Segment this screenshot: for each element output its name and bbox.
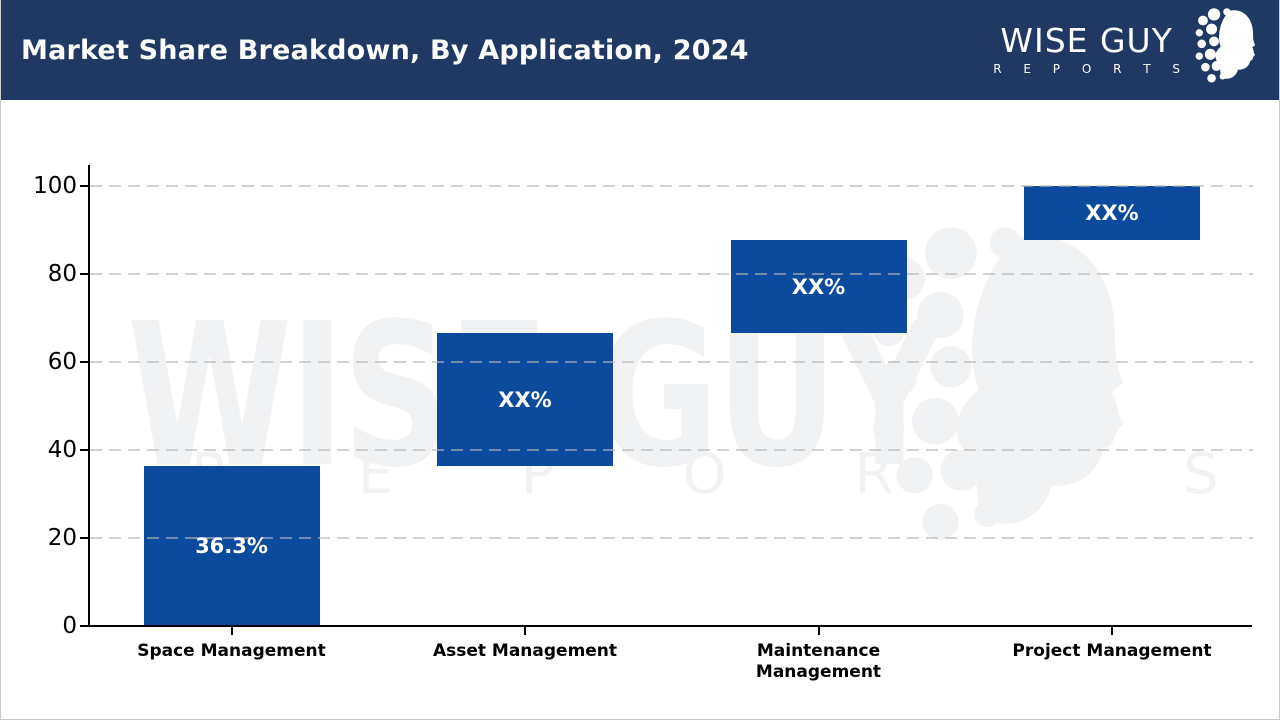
bar-value-label-3: XX% [1085,200,1139,225]
bar-0 [143,466,320,626]
y-tick-label-20: 20 [47,525,77,551]
x-category-label-3: Project Management [1012,641,1212,661]
y-tick-100 [80,185,89,187]
gridline-60 [90,361,1253,363]
x-tick-1 [524,627,526,635]
y-tick-label-60: 60 [47,349,77,375]
y-tick-40 [80,449,89,451]
bar-3 [1024,186,1200,240]
gridline-40 [90,449,1253,451]
x-category-label-0: Space Management [137,641,326,661]
bar-2 [730,239,907,334]
gridline-100 [90,185,1253,187]
x-tick-0 [230,627,233,635]
y-tick-label-0: 0 [62,613,77,639]
x-category-label-2: Maintenance Management [755,641,882,682]
brand-logo: WISE GUY R E P O R T S [984,7,1267,93]
brand-subtitle: R E P O R T S [993,62,1189,76]
y-tick-0 [80,625,89,627]
bar-1 [437,333,613,467]
gridline-20 [90,537,1253,539]
y-axis-spine [88,165,90,627]
y-tick-label-100: 100 [33,173,77,199]
brand-logo-text: WISE GUY R E P O R T S [984,23,1189,77]
x-tick-3 [1111,627,1113,635]
y-tick-60 [80,361,89,363]
bar-value-label-2: XX% [791,274,846,299]
x-tick-2 [817,627,820,635]
chart-title: Market Share Breakdown, By Application, … [21,34,749,66]
x-axis-spine [87,625,1252,627]
gridline-80 [90,273,1253,275]
brand-name: WISE GUY [1000,21,1173,60]
header-band: Market Share Breakdown, By Application, … [1,0,1279,100]
x-category-label-1: Asset Management [432,641,618,661]
y-tick-80 [80,273,89,275]
y-tick-label-80: 80 [47,261,77,287]
y-tick-label-40: 40 [47,437,77,463]
y-tick-20 [80,537,89,539]
watermark-head-icon [873,227,1124,540]
bar-value-label-0: 36.3% [195,534,268,559]
brand-head-icon [1195,8,1256,83]
bar-value-label-1: XX% [498,387,552,412]
